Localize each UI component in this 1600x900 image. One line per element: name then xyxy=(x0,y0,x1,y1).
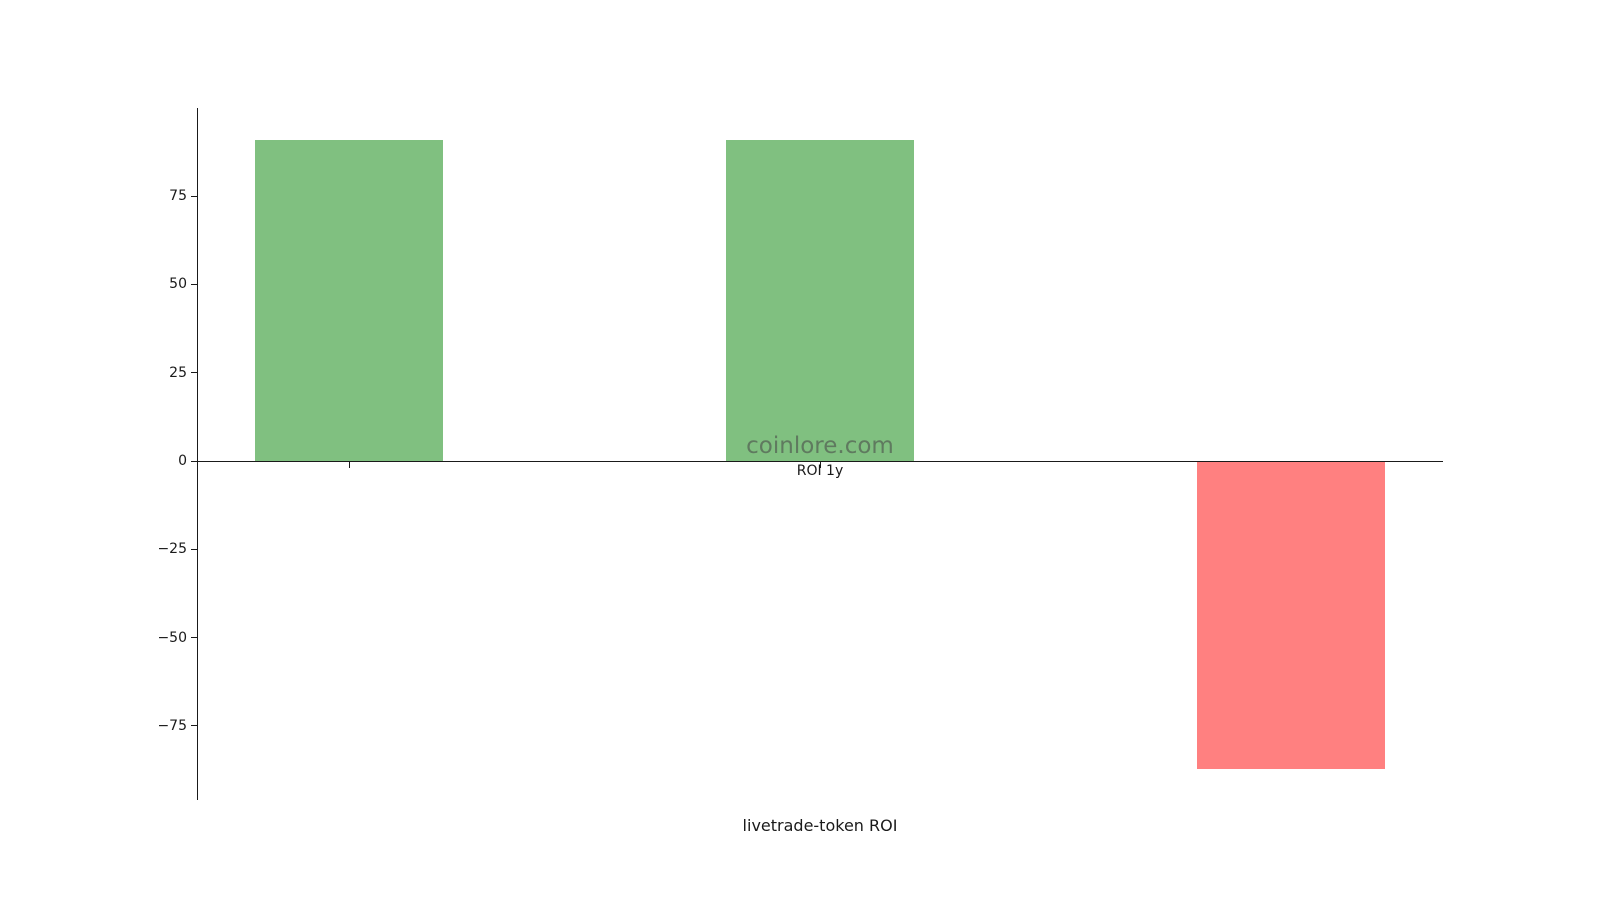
y-tick-mark xyxy=(191,460,197,462)
y-tick-label: 75 xyxy=(169,188,187,205)
y-tick-label: −75 xyxy=(157,717,187,734)
y-tick-label: −50 xyxy=(157,629,187,646)
x-tick-mark xyxy=(819,461,821,468)
y-tick-mark xyxy=(191,372,197,374)
x-tick-label-roi-1y: ROI 1y xyxy=(796,463,844,479)
chart-title: livetrade-token ROI xyxy=(742,816,898,835)
y-tick-label: 50 xyxy=(169,276,187,293)
y-tick-mark xyxy=(191,725,197,727)
y-tick-mark xyxy=(191,195,197,197)
y-tick-label: 0 xyxy=(178,453,187,469)
bar-positive xyxy=(255,139,443,461)
y-tick-label: 25 xyxy=(169,364,187,381)
y-axis-spine xyxy=(197,108,198,800)
y-tick-mark xyxy=(191,637,197,639)
bar-negative xyxy=(1196,462,1385,770)
y-tick-mark xyxy=(191,283,197,285)
x-axis-zero-line xyxy=(197,461,1443,462)
watermark-text: coinlore.com xyxy=(746,433,894,459)
x-tick-mark xyxy=(348,461,350,468)
bar-positive xyxy=(726,139,914,461)
y-tick-mark xyxy=(191,548,197,550)
y-tick-label: −25 xyxy=(157,541,187,558)
